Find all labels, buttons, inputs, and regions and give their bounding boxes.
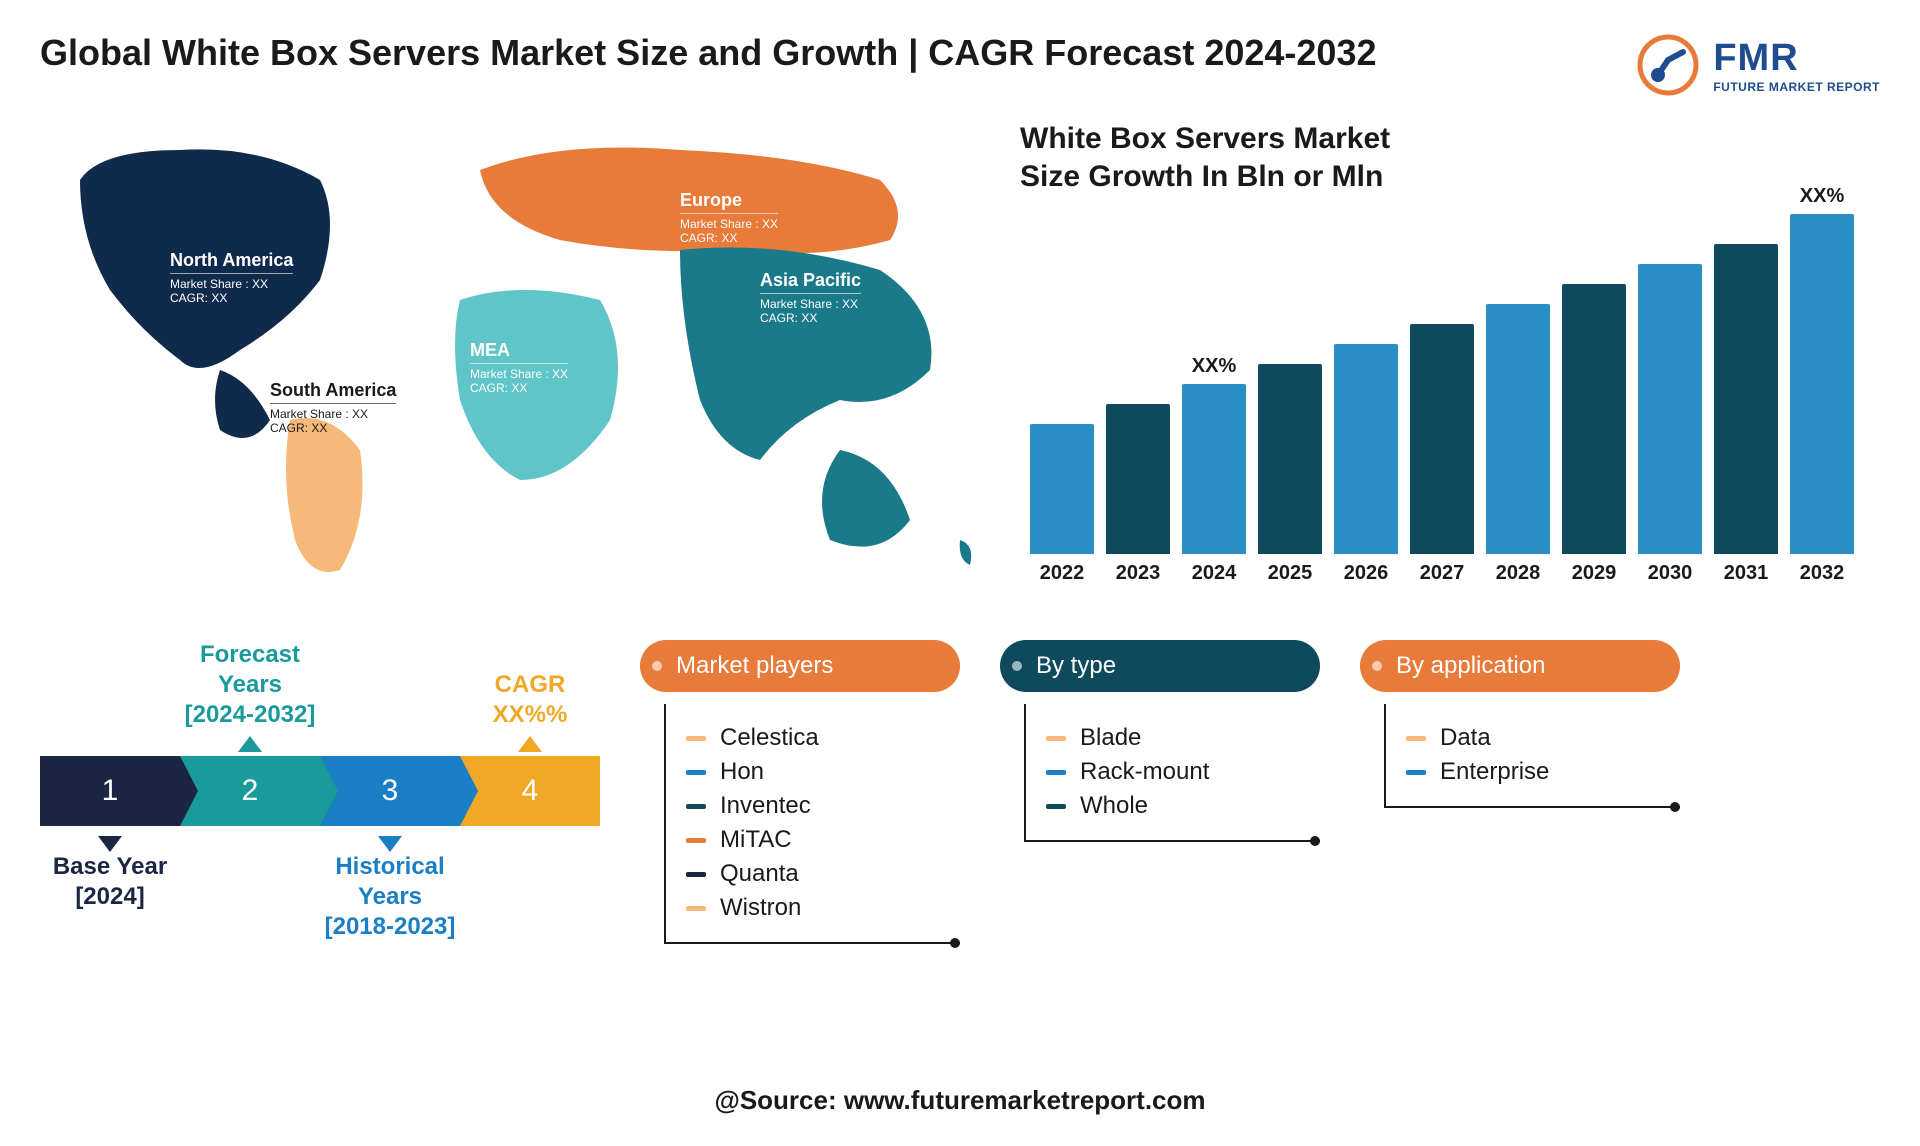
bar-2031: 2031 [1714, 244, 1778, 585]
header: Global White Box Servers Market Size and… [40, 30, 1880, 100]
chart-title: White Box Servers Market Size Growth In … [1020, 120, 1440, 195]
cat-item: Enterprise [1406, 758, 1680, 786]
bar-2023: 2023 [1106, 404, 1170, 585]
category-market-players: Market players Celestica Hon Inventec MiTAC Q… [640, 640, 960, 944]
cat-item: Celestica [686, 724, 960, 752]
world-map: North AmericaMarket Share : XXCAGR: XX So… [40, 120, 990, 580]
arrow-up-icon [238, 736, 262, 752]
timeline-seg-4: 4 [460, 756, 600, 826]
region-label-mea: MEAMarket Share : XXCAGR: XX [470, 340, 568, 395]
arrow-up-icon [518, 736, 542, 752]
bar-2027: 2027 [1410, 324, 1474, 585]
bar-2029: 2029 [1562, 284, 1626, 585]
source-attribution: @Source: www.futuremarketreport.com [0, 1085, 1920, 1116]
base-year-label: Base Year[2024] [40, 852, 180, 912]
cat-item: Data [1406, 724, 1680, 752]
cat-item: Whole [1046, 792, 1320, 820]
region-label-north-america: North AmericaMarket Share : XXCAGR: XX [170, 250, 293, 305]
timeline-seg-1: 1 [40, 756, 180, 826]
category-by-type: By type Blade Rack-mount Whole [1000, 640, 1320, 944]
bar-2024: XX%2024 [1182, 355, 1246, 585]
cat-item: Inventec [686, 792, 960, 820]
bar-2022: 2022 [1030, 424, 1094, 585]
region-label-europe: EuropeMarket Share : XXCAGR: XX [680, 190, 778, 245]
cat-header: By application [1360, 640, 1680, 692]
growth-bar-chart: 20222023XX%20242025202620272028202920302… [1020, 205, 1880, 585]
bar-2030: 2030 [1638, 264, 1702, 585]
arrow-down-icon [378, 836, 402, 852]
arrow-down-icon [98, 836, 122, 852]
cat-header: By type [1000, 640, 1320, 692]
timeline-seg-3: 3 [320, 756, 460, 826]
cat-item: Blade [1046, 724, 1320, 752]
spyglass-icon [1633, 30, 1703, 100]
historical-label: Historical Years[2018-2023] [320, 852, 460, 942]
category-by-application: By application Data Enterprise [1360, 640, 1680, 944]
cat-item: Wistron [686, 894, 960, 922]
bar-2025: 2025 [1258, 364, 1322, 585]
bar-2026: 2026 [1334, 344, 1398, 585]
fmr-logo: FMR FUTURE MARKET REPORT [1633, 30, 1880, 100]
year-timeline: Forecast Years[2024-2032] CAGRXX%% 1234 … [40, 640, 600, 942]
cat-item: Rack-mount [1046, 758, 1320, 786]
cagr-label: CAGRXX%% [460, 670, 600, 730]
cat-item: Quanta [686, 860, 960, 888]
region-label-asia-pacific: Asia PacificMarket Share : XXCAGR: XX [760, 270, 861, 325]
page-title: Global White Box Servers Market Size and… [40, 30, 1377, 77]
logo-main-text: FMR [1713, 37, 1880, 80]
bar-2028: 2028 [1486, 304, 1550, 585]
cat-item: MiTAC [686, 826, 960, 854]
logo-sub-text: FUTURE MARKET REPORT [1713, 80, 1880, 94]
forecast-label: Forecast Years[2024-2032] [180, 640, 320, 730]
cat-item: Hon [686, 758, 960, 786]
bar-2032: XX%2032 [1790, 185, 1854, 585]
timeline-seg-2: 2 [180, 756, 320, 826]
region-label-south-america: South AmericaMarket Share : XXCAGR: XX [270, 380, 396, 435]
cat-header: Market players [640, 640, 960, 692]
